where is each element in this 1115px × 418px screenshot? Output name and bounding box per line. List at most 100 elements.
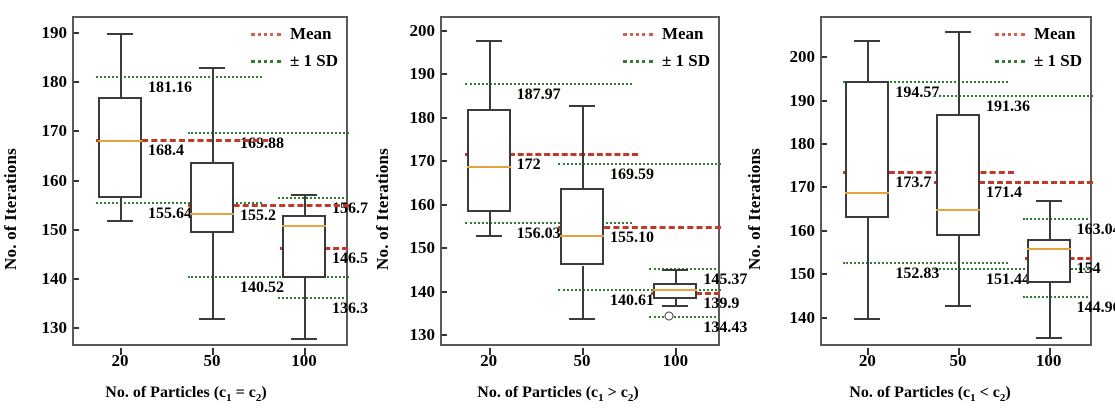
- x-axis-tick-mark: [304, 348, 306, 355]
- y-axis-title: No. of Iterations: [370, 0, 396, 418]
- sd-line: [464, 221, 632, 224]
- box: [560, 188, 604, 266]
- y-axis-tick-mark: [74, 130, 79, 133]
- whisker-upper: [582, 104, 584, 189]
- sd-value-label: 136.3: [332, 300, 368, 318]
- sd-value-label: 187.97: [516, 86, 561, 104]
- legend-label: Mean: [1033, 24, 1076, 43]
- whisker-cap-upper: [475, 39, 502, 42]
- x-axis-title-relation: > c: [603, 384, 628, 401]
- y-axis-tick-mark: [442, 116, 447, 119]
- whisker-cap-lower: [199, 318, 225, 321]
- whisker-cap-lower: [854, 317, 881, 320]
- whisker-cap-lower: [475, 235, 502, 238]
- x-axis-tick-label: 50: [573, 351, 591, 370]
- legend-label: Mean: [661, 24, 704, 43]
- x-axis-tick-label: 100: [291, 351, 317, 370]
- whisker-upper: [675, 268, 678, 283]
- x-axis-title-relation: < c: [975, 384, 1000, 401]
- legend-swatch-sd-icon: [994, 59, 1025, 63]
- x-axis-tick-mark: [488, 348, 491, 355]
- sd-line: [1022, 217, 1092, 220]
- y-axis-tick-label: 130: [41, 318, 68, 338]
- mean-value-label: 168.4: [148, 142, 184, 160]
- y-axis-tick-mark: [442, 73, 447, 76]
- x-axis-tick-label: 20: [858, 351, 876, 370]
- box: [936, 113, 980, 237]
- box: [98, 96, 142, 199]
- y-axis-title-text: No. of Iterations: [1, 148, 21, 270]
- y-axis-tick-label: 180: [41, 72, 68, 92]
- whisker-cap-lower: [945, 304, 971, 307]
- y-axis-tick-mark: [822, 142, 827, 145]
- legend-item-mean[interactable]: Mean: [994, 24, 1082, 44]
- box: [845, 80, 890, 218]
- legend-item-sd[interactable]: ± 1 SD: [994, 51, 1082, 71]
- median-line: [466, 165, 511, 168]
- y-axis-tick-mark: [442, 203, 447, 206]
- mean-line: [843, 171, 1014, 175]
- sd-line: [934, 94, 1093, 97]
- whisker-upper: [958, 31, 960, 114]
- whisker-cap-lower: [107, 219, 133, 222]
- sd-value-label: 163.04: [1076, 220, 1115, 238]
- x-axis-tick-mark: [958, 348, 960, 355]
- y-axis-tick-mark: [74, 31, 79, 34]
- legend-item-sd[interactable]: ± 1 SD: [250, 51, 338, 71]
- sd-line: [96, 76, 262, 79]
- whisker-cap-lower: [569, 317, 595, 320]
- x-axis-tick-label: 50: [203, 351, 221, 370]
- y-axis-tick-mark: [74, 228, 79, 231]
- y-axis-tick-label: 200: [789, 47, 816, 67]
- x-axis-tick-mark: [1048, 348, 1051, 355]
- x-axis-title-sub2: 2: [627, 392, 634, 405]
- whisker-lower: [304, 278, 306, 339]
- legend-label: ± 1 SD: [289, 51, 338, 70]
- legend-label: ± 1 SD: [1033, 51, 1082, 70]
- x-axis-title: No. of Particles (c1 = c2): [0, 384, 372, 404]
- x-axis-title-suffix: ): [633, 384, 639, 401]
- legend-swatch-mean-icon: [622, 32, 653, 36]
- median-line: [190, 213, 234, 216]
- legend-label: ± 1 SD: [661, 51, 710, 70]
- mean-value-label: 146.5: [332, 250, 368, 268]
- chart-panel-right: No. of Iterations 140 150 160 170 180 190 200 20…: [744, 0, 1115, 418]
- sd-line: [464, 83, 632, 86]
- mean-line: [934, 181, 1093, 185]
- sd-line: [934, 267, 1093, 270]
- sd-value-label: 191.36: [986, 97, 1030, 115]
- y-axis-tick-label: 200: [409, 21, 436, 41]
- y-axis-title-text: No. of Iterations: [745, 148, 765, 270]
- y-axis-tick-label: 180: [409, 107, 436, 127]
- y-axis-tick-label: 150: [41, 219, 68, 239]
- legend-item-mean[interactable]: Mean: [250, 24, 338, 44]
- y-axis-tick-label: 150: [789, 264, 816, 284]
- whisker-cap-lower: [1035, 337, 1062, 340]
- box: [1026, 239, 1071, 283]
- legend-swatch-sd-icon: [622, 59, 653, 63]
- y-axis-tick-label: 170: [789, 177, 816, 197]
- whisker-upper: [488, 39, 491, 110]
- legend: Mean ± 1 SD: [994, 24, 1082, 71]
- y-axis-tick-label: 160: [41, 170, 68, 190]
- whisker-cap-upper: [569, 104, 595, 107]
- whisker-cap-upper: [945, 31, 971, 34]
- y-axis-tick-label: 160: [409, 194, 436, 214]
- legend-item-sd[interactable]: ± 1 SD: [622, 51, 710, 71]
- sd-line: [649, 315, 720, 318]
- x-axis-title-relation: = c: [231, 384, 256, 401]
- y-axis-tick-mark: [442, 160, 447, 163]
- legend-item-mean[interactable]: Mean: [622, 24, 710, 44]
- y-axis-tick-mark: [74, 81, 79, 84]
- x-axis-tick-mark: [120, 348, 122, 355]
- whisker-cap-upper: [291, 193, 317, 196]
- y-axis-tick-label: 180: [789, 133, 816, 153]
- x-axis-title: No. of Particles (c1 < c2): [744, 384, 1115, 404]
- whisker-cap-upper: [662, 268, 689, 271]
- whisker-lower: [212, 232, 214, 319]
- legend-swatch-mean-icon: [250, 32, 281, 36]
- x-axis-tick-label: 20: [111, 351, 129, 370]
- x-axis-tick-label: 100: [662, 351, 689, 370]
- whisker-lower: [675, 299, 678, 305]
- sd-line: [558, 288, 721, 291]
